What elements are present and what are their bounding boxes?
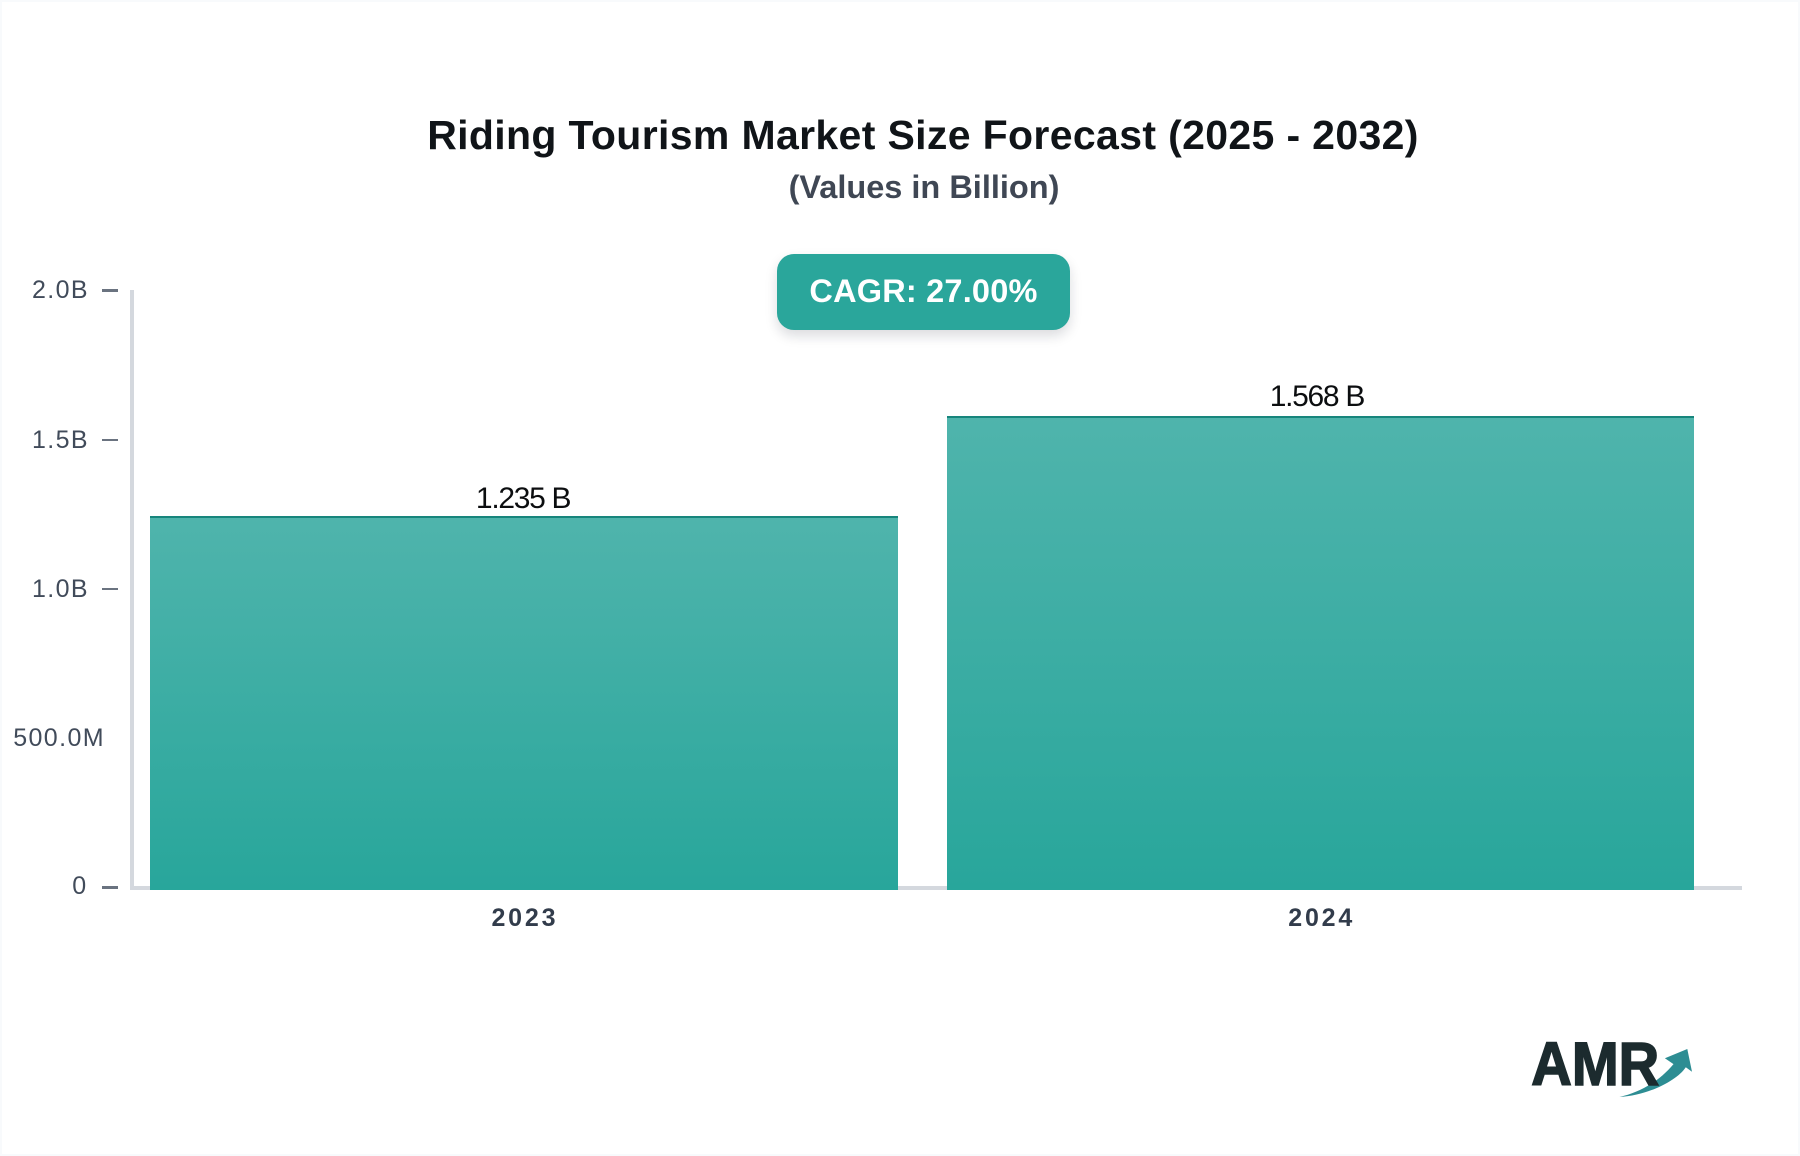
svg-text:AMR: AMR — [1531, 1035, 1659, 1099]
